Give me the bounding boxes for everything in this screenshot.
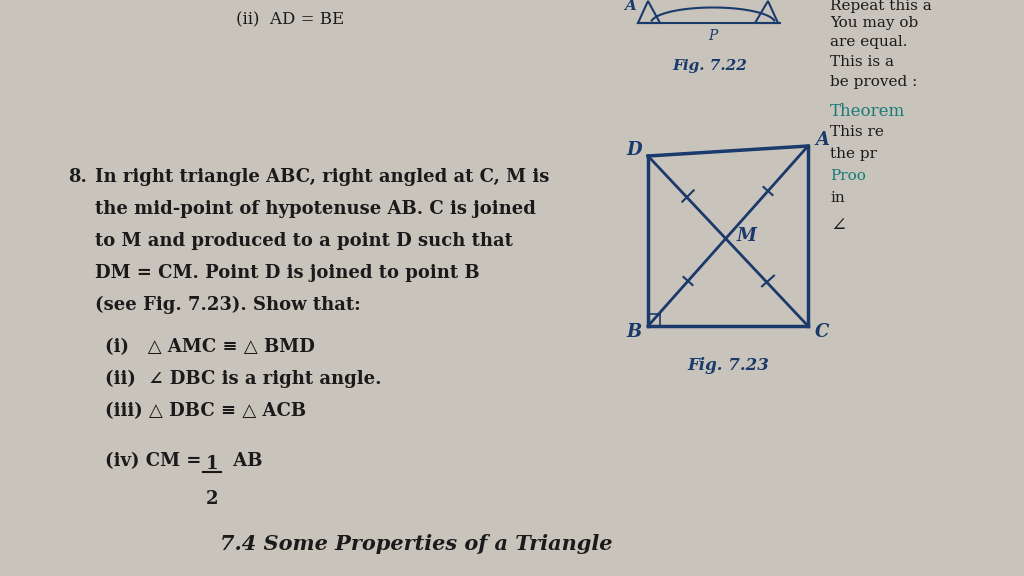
Text: the mid-point of hypotenuse AB. C is joined: the mid-point of hypotenuse AB. C is joi… — [95, 200, 536, 218]
Text: Repeat this a: Repeat this a — [830, 0, 932, 13]
Text: D: D — [627, 141, 642, 159]
Text: You may ob: You may ob — [830, 16, 919, 30]
Text: 8.: 8. — [68, 168, 87, 186]
Text: to M and produced to a point D such that: to M and produced to a point D such that — [95, 232, 513, 250]
Text: ∠: ∠ — [830, 217, 847, 235]
Text: 7.4 Some Properties of a Triangle: 7.4 Some Properties of a Triangle — [220, 534, 612, 554]
Text: P: P — [709, 29, 718, 43]
Text: AB: AB — [227, 452, 262, 470]
Text: in: in — [830, 191, 845, 205]
Text: DM = CM. Point D is joined to point B: DM = CM. Point D is joined to point B — [95, 264, 479, 282]
Text: 2: 2 — [206, 490, 218, 508]
Text: 1: 1 — [206, 455, 218, 473]
Text: This is a: This is a — [830, 55, 894, 69]
Text: (see Fig. 7.23). Show that:: (see Fig. 7.23). Show that: — [95, 296, 360, 314]
Text: (iii) △ DBC ≡ △ ACB: (iii) △ DBC ≡ △ ACB — [105, 402, 306, 420]
Text: Fig. 7.23: Fig. 7.23 — [687, 358, 769, 374]
Text: be proved :: be proved : — [830, 75, 918, 89]
Text: C: C — [815, 323, 829, 341]
Text: Fig. 7.22: Fig. 7.22 — [673, 59, 748, 73]
Text: A: A — [815, 131, 829, 149]
Text: This re: This re — [830, 125, 884, 139]
Text: B: B — [627, 323, 642, 341]
Text: In right triangle ABC, right angled at C, M is: In right triangle ABC, right angled at C… — [95, 168, 549, 186]
Text: (i)   △ AMC ≡ △ BMD: (i) △ AMC ≡ △ BMD — [105, 338, 314, 356]
Text: Proo: Proo — [830, 169, 866, 183]
Text: (ii)  AD = BE: (ii) AD = BE — [236, 12, 344, 28]
Text: M: M — [736, 227, 756, 245]
Text: Theorem: Theorem — [830, 103, 905, 119]
Text: (iv) CM =: (iv) CM = — [105, 452, 208, 470]
Text: are equal.: are equal. — [830, 35, 907, 49]
Text: the pr: the pr — [830, 147, 877, 161]
Text: (ii)  ∠ DBC is a right angle.: (ii) ∠ DBC is a right angle. — [105, 370, 382, 388]
Text: A: A — [624, 0, 636, 13]
